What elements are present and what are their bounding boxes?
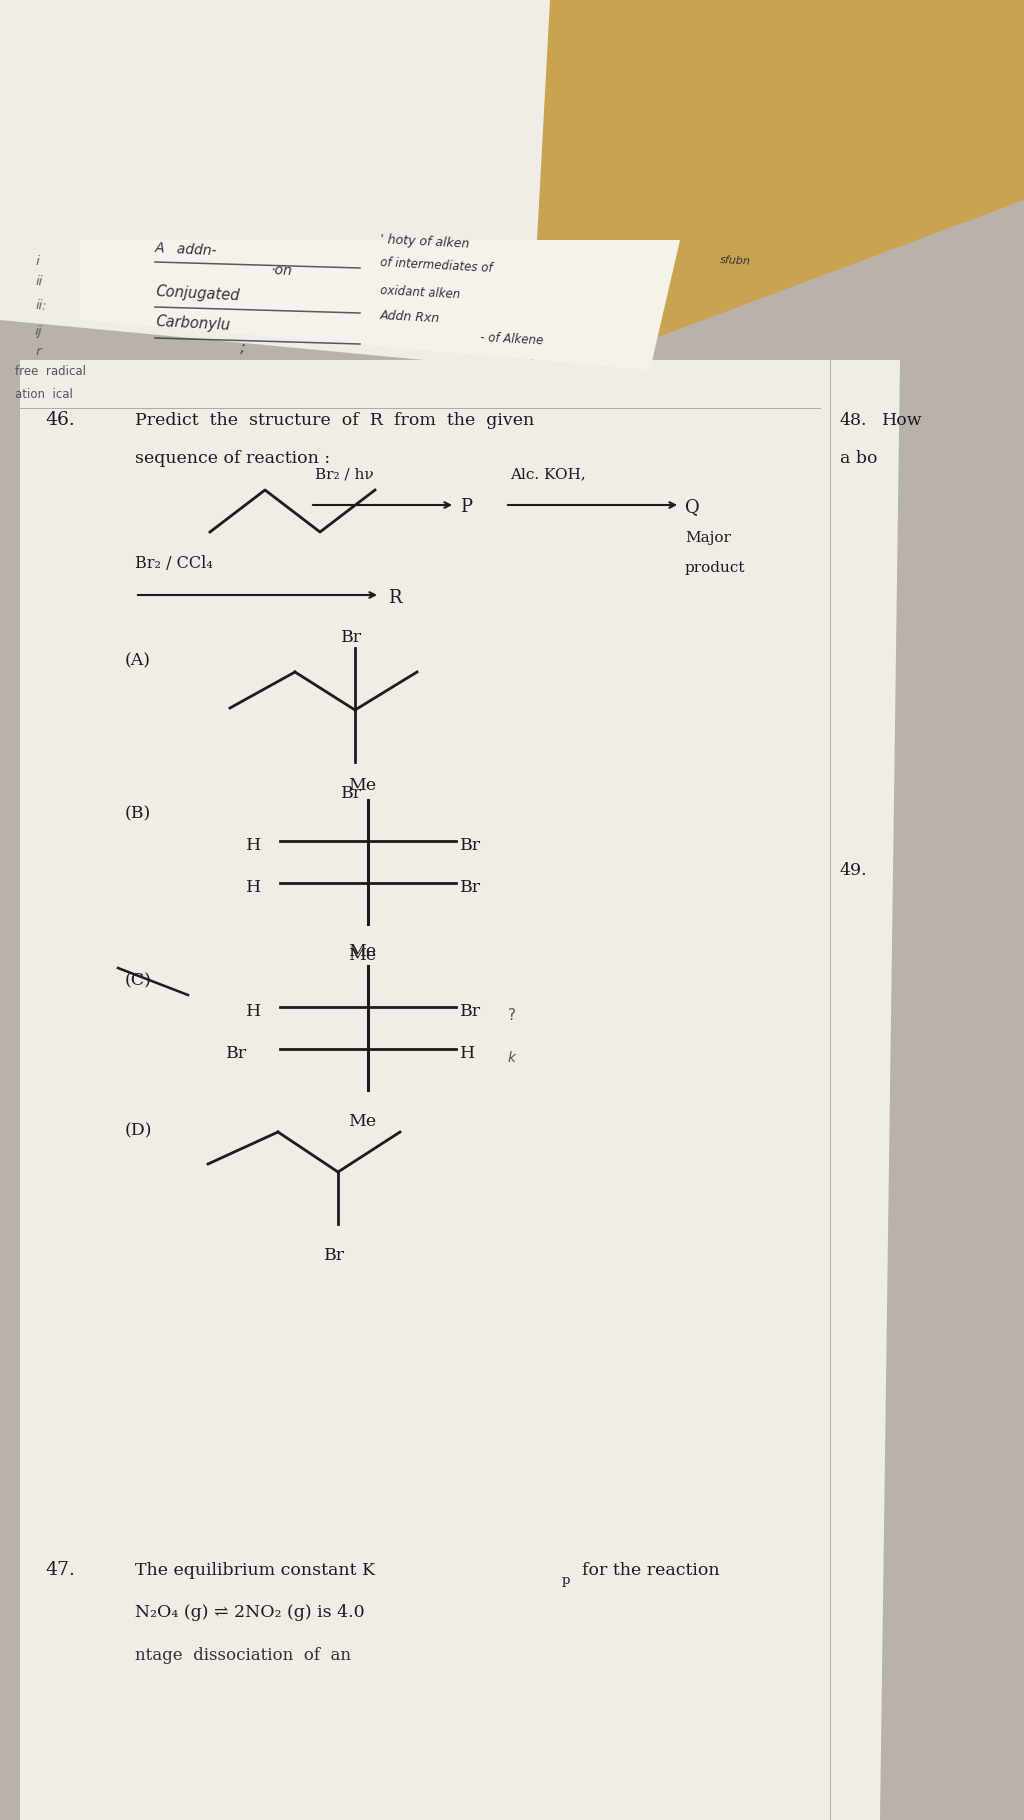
- Text: 47.: 47.: [45, 1562, 75, 1580]
- Text: Me: Me: [348, 1114, 376, 1130]
- Text: ?: ?: [508, 1008, 516, 1023]
- Text: ;: ;: [240, 340, 246, 355]
- Text: A   addn-: A addn-: [155, 240, 218, 258]
- Text: ' hoty of alken: ' hoty of alken: [380, 233, 470, 251]
- Text: ntage  dissociation  of  an: ntage dissociation of an: [135, 1647, 351, 1663]
- Text: Br₂ / CCl₄: Br₂ / CCl₄: [135, 555, 213, 571]
- Text: of intermediates of: of intermediates of: [380, 257, 493, 275]
- Text: P: P: [460, 499, 472, 517]
- Text: Br₂ / hν: Br₂ / hν: [315, 468, 374, 480]
- Text: Q: Q: [685, 499, 699, 517]
- Text: Me: Me: [348, 777, 376, 794]
- Text: i: i: [35, 255, 39, 268]
- Text: ii: ii: [35, 275, 43, 288]
- Text: Br: Br: [324, 1247, 345, 1265]
- Text: p: p: [562, 1574, 570, 1587]
- Text: for the reaction: for the reaction: [582, 1562, 720, 1580]
- Polygon shape: [80, 240, 680, 369]
- Text: Br: Br: [226, 1045, 247, 1063]
- Text: a bo: a bo: [840, 450, 878, 468]
- Text: Br: Br: [460, 879, 481, 895]
- Text: (C): (C): [125, 972, 152, 988]
- Text: Alc. KOH,: Alc. KOH,: [510, 468, 586, 480]
- Text: sequence of reaction :: sequence of reaction :: [135, 450, 330, 468]
- Text: (D): (D): [125, 1121, 153, 1139]
- Text: ation  ical: ation ical: [15, 388, 73, 400]
- Text: oxidant alken: oxidant alken: [380, 284, 461, 300]
- Bar: [20, 360, 880, 1820]
- Text: product: product: [685, 561, 745, 575]
- Text: R: R: [388, 590, 401, 608]
- Text: Me: Me: [348, 943, 376, 959]
- Text: sfubn: sfubn: [720, 255, 752, 268]
- Text: Me: Me: [348, 946, 376, 965]
- Polygon shape: [20, 360, 900, 1820]
- Text: H: H: [246, 1003, 261, 1019]
- Text: N₂O₄ (g) ⇌ 2NO₂ (g) is 4.0: N₂O₄ (g) ⇌ 2NO₂ (g) is 4.0: [135, 1603, 365, 1622]
- Text: Major: Major: [685, 531, 731, 544]
- Text: How: How: [882, 411, 923, 430]
- Text: Conjugated: Conjugated: [155, 284, 240, 302]
- Text: Br: Br: [460, 1003, 481, 1019]
- Text: - of Alkene: - of Alkene: [480, 331, 544, 348]
- Text: Br: Br: [460, 837, 481, 854]
- Text: ·on: ·on: [270, 262, 292, 278]
- Text: 46.: 46.: [45, 411, 75, 430]
- Text: Br: Br: [341, 630, 362, 646]
- Text: The equilibrium constant K: The equilibrium constant K: [135, 1562, 375, 1580]
- Text: Addn Rxn: Addn Rxn: [380, 309, 440, 326]
- Text: (B): (B): [125, 804, 152, 823]
- Text: Carbonylu: Carbonylu: [155, 315, 230, 333]
- Text: k: k: [508, 1050, 516, 1065]
- Text: Predict  the  structure  of  R  from  the  given: Predict the structure of R from the give…: [135, 411, 535, 430]
- Text: (A): (A): [125, 652, 151, 670]
- Text: 49.: 49.: [840, 863, 867, 879]
- Text: free  radical: free radical: [15, 366, 86, 379]
- Text: ij: ij: [35, 324, 43, 339]
- Text: H: H: [246, 837, 261, 854]
- Polygon shape: [0, 0, 550, 369]
- Polygon shape: [0, 0, 1024, 340]
- Text: Br: Br: [341, 784, 362, 803]
- Text: r: r: [35, 344, 41, 359]
- Text: H: H: [246, 879, 261, 895]
- Text: H: H: [460, 1045, 475, 1063]
- Text: ii:: ii:: [35, 300, 47, 313]
- Text: 48.: 48.: [840, 411, 867, 430]
